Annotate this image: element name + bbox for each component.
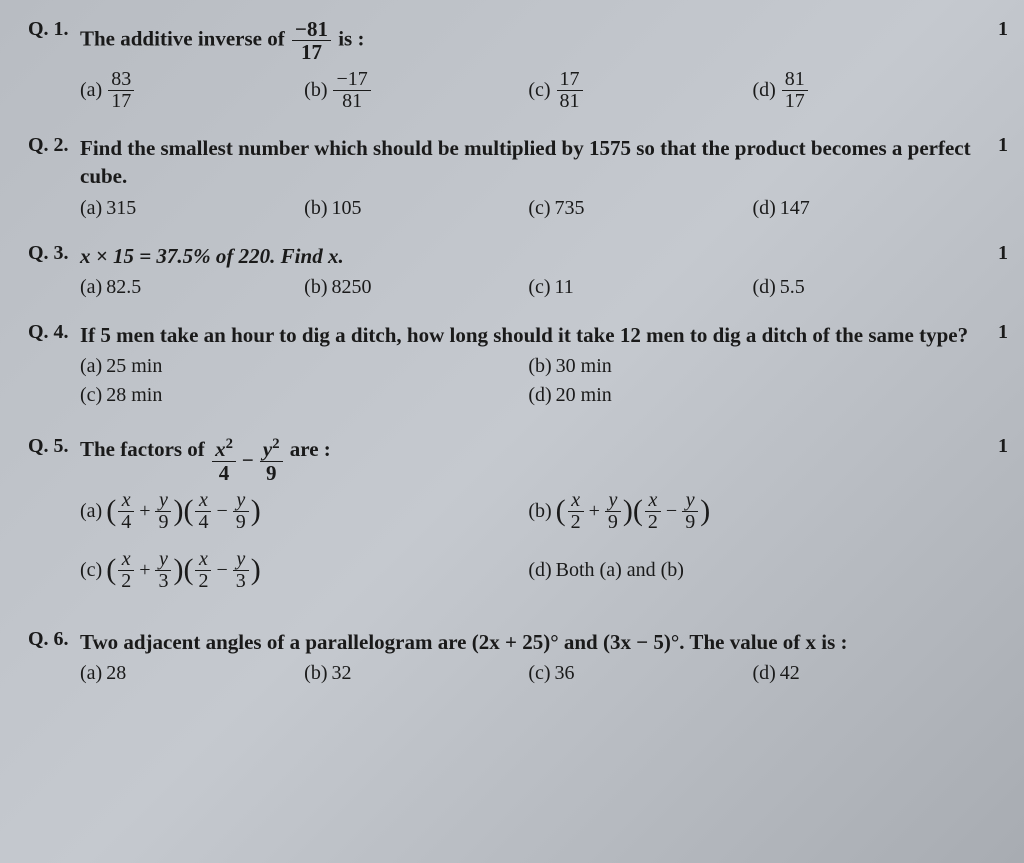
option-d: (d)20 min xyxy=(528,384,976,407)
question-2: Q. 2. Find the smallest number which sho… xyxy=(28,134,1014,220)
options-row: (a)28 (b)32 (c)36 (d)42 xyxy=(80,662,1014,685)
option-c: (c)28 min xyxy=(80,384,528,407)
question-3: Q. 3. x × 15 = 37.5% of 220. Find x. 1 (… xyxy=(28,242,1014,299)
option-a: (a)25 min xyxy=(80,355,528,378)
question-marks: 1 xyxy=(998,134,1014,157)
question-stem: If 5 men take an hour to dig a ditch, ho… xyxy=(80,321,990,349)
question-number: Q. 2. xyxy=(28,134,80,157)
question-marks: 1 xyxy=(998,435,1014,458)
option-b: (b)105 xyxy=(304,197,528,220)
options-row: (a)25 min (b)30 min (c)28 min (d)20 min xyxy=(80,355,1014,413)
stem-prefix: The additive inverse of xyxy=(80,26,290,50)
option-c: (c)36 xyxy=(528,662,752,685)
options-row: (a)8317 (b)−1781 (c)1781 (d)8117 xyxy=(80,69,1014,112)
options-row: (a) ( x4 + y9 ) ( x4 − y9 ) (b) ( xyxy=(80,490,1014,598)
question-stem: The additive inverse of −81 17 is : xyxy=(80,18,990,63)
option-c: (c)735 xyxy=(528,197,752,220)
stem-expression: x24 − y29 xyxy=(210,437,284,483)
option-c: (c) ( x2 + y3 ) ( x2 − y3 ) xyxy=(80,549,528,592)
options-row: (a)82.5 (b)8250 (c)11 (d)5.5 xyxy=(80,276,1014,299)
stem-prefix: The factors of xyxy=(80,437,210,461)
question-stem: Find the smallest number which should be… xyxy=(80,134,990,191)
question-marks: 1 xyxy=(998,321,1014,344)
question-5: Q. 5. The factors of x24 − y29 are : 1 (… xyxy=(28,435,1014,597)
options-row: (a)315 (b)105 (c)735 (d)147 xyxy=(80,197,1014,220)
option-b: (b) ( x2 + y9 ) ( x2 − y9 ) xyxy=(528,490,976,533)
option-a: (a)82.5 xyxy=(80,276,304,299)
question-number: Q. 6. xyxy=(28,628,80,651)
option-d: (d)42 xyxy=(752,662,976,685)
option-d: (d)5.5 xyxy=(752,276,976,299)
option-c: (c)1781 xyxy=(528,69,752,112)
option-c: (c)11 xyxy=(528,276,752,299)
stem-fraction: −81 17 xyxy=(292,18,331,63)
option-a: (a)28 xyxy=(80,662,304,685)
question-number: Q. 3. xyxy=(28,242,80,265)
question-number: Q. 4. xyxy=(28,321,80,344)
option-a: (a)8317 xyxy=(80,69,304,112)
question-number: Q. 5. xyxy=(28,435,80,458)
worksheet-page: Q. 1. The additive inverse of −81 17 is … xyxy=(28,18,1014,685)
option-b: (b)30 min xyxy=(528,355,976,378)
stem-suffix: is : xyxy=(338,26,364,50)
question-stem: Two adjacent angles of a parallelogram a… xyxy=(80,628,1014,656)
question-stem: The factors of x24 − y29 are : xyxy=(80,435,990,483)
stem-suffix: are : xyxy=(290,437,331,461)
option-b: (b)8250 xyxy=(304,276,528,299)
option-a: (a) ( x4 + y9 ) ( x4 − y9 ) xyxy=(80,490,528,533)
question-stem: x × 15 = 37.5% of 220. Find x. xyxy=(80,242,990,270)
option-d: (d) Both (a) and (b) xyxy=(528,549,976,592)
question-6: Q. 6. Two adjacent angles of a parallelo… xyxy=(28,628,1014,685)
option-b: (b)32 xyxy=(304,662,528,685)
option-d: (d)8117 xyxy=(752,69,976,112)
option-d: (d)147 xyxy=(752,197,976,220)
option-a: (a)315 xyxy=(80,197,304,220)
question-4: Q. 4. If 5 men take an hour to dig a dit… xyxy=(28,321,1014,413)
question-marks: 1 xyxy=(998,242,1014,265)
option-b: (b)−1781 xyxy=(304,69,528,112)
question-marks: 1 xyxy=(998,18,1014,41)
question-number: Q. 1. xyxy=(28,18,80,41)
question-1: Q. 1. The additive inverse of −81 17 is … xyxy=(28,18,1014,112)
